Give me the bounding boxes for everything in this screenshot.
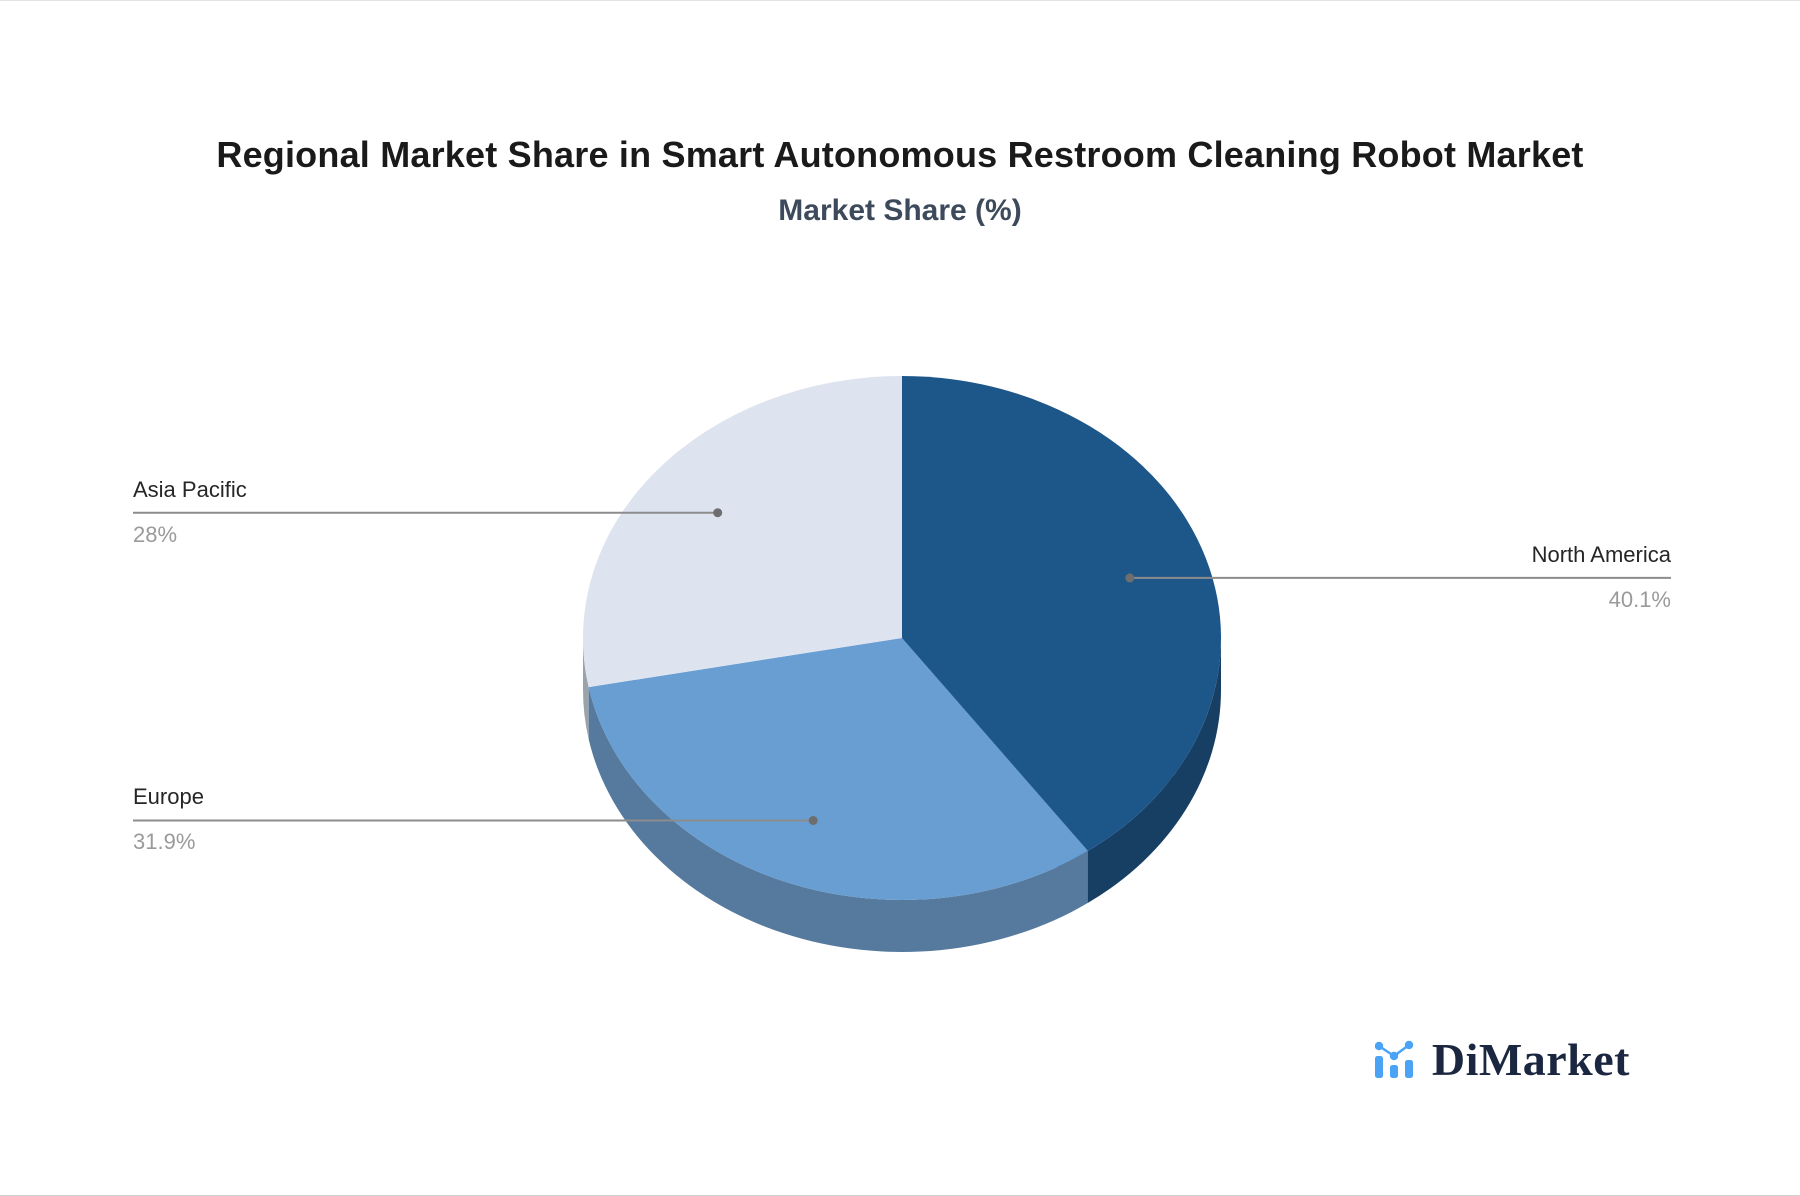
- pie-slice-north-america[interactable]: [902, 376, 1222, 851]
- dimarket-logo-text: DiMarket: [1431, 1034, 1630, 1085]
- leader-dot-asia-pacific: [713, 508, 723, 518]
- slice-label-north-america: North America: [1531, 541, 1671, 567]
- slice-value-europe: 31.9%: [133, 829, 196, 855]
- leader-dot-europe: [808, 816, 818, 825]
- pie-slice-asia-pacific[interactable]: [583, 376, 902, 688]
- slice-label-asia-pacific: Asia Pacific: [133, 476, 247, 502]
- chart-subtitle: Market Share (%): [778, 194, 1022, 227]
- chart-title: Regional Market Share in Smart Autonomou…: [216, 134, 1584, 175]
- slice-value-north-america: 40.1%: [1608, 586, 1671, 612]
- slice-label-europe: Europe: [133, 784, 204, 810]
- leader-dot-north-america: [1125, 573, 1135, 583]
- dimarket-logo: DiMarket: [1374, 1034, 1630, 1085]
- bar-chart-sparkline-icon: [1374, 1040, 1414, 1078]
- slice-value-asia-pacific: 28%: [133, 521, 178, 547]
- pie-slice-side-asia-pacific: [583, 638, 589, 740]
- pie-slice-europe[interactable]: [588, 638, 1088, 901]
- pie-slice-side-europe: [588, 687, 1088, 953]
- pie-slice-side-north-america: [1087, 638, 1221, 903]
